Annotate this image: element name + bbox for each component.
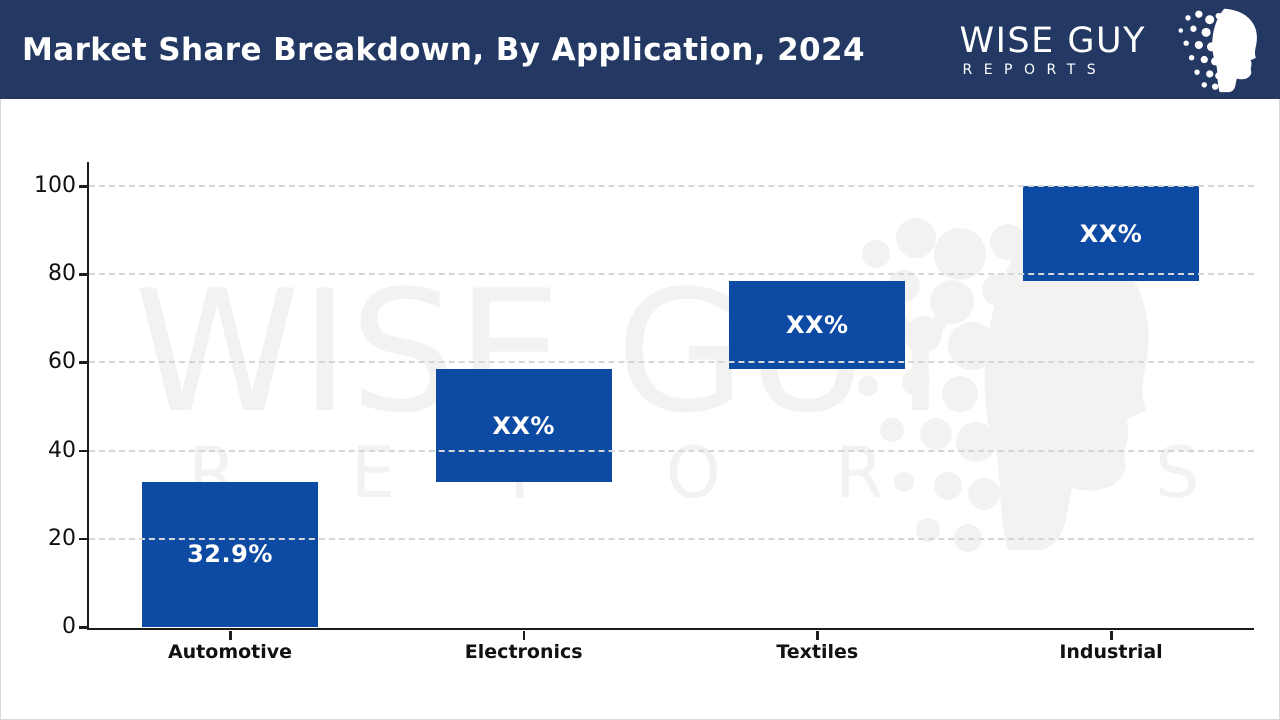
bar-textiles: XX% [729,281,906,370]
y-tick-mark [79,537,88,541]
y-tick-mark [79,361,88,364]
header-bar: Market Share Breakdown, By Application, … [0,0,1280,99]
y-tick-label: 100 [34,173,76,198]
y-axis-line [86,162,89,630]
y-tick-mark [79,449,88,453]
gridline-100 [89,185,1254,187]
y-tick-mark [79,273,88,276]
gridline-60 [89,361,1254,364]
x-tick-mark [816,631,819,640]
bar-industrial: XX% [1023,186,1199,282]
bar-value-label: XX% [786,311,849,340]
y-tick-label: 80 [48,261,76,287]
x-axis-line [86,627,1254,630]
gridline-20 [89,537,1254,540]
x-tick-label-electronics: Electronics [464,641,583,663]
x-tick-mark [522,631,526,640]
chart-title: Market Share Breakdown, By Application, … [22,31,865,68]
y-tick-mark [79,185,88,188]
y-tick-label: 20 [48,525,76,551]
logo-reports-label: REPORTS [962,61,1108,78]
y-tick-label: 40 [48,437,76,463]
bar-automotive: 32.9% [142,481,318,627]
x-tick-label-automotive: Automotive [167,641,293,663]
logo-wiseguy-label: WISE GUY [959,20,1146,61]
x-tick-mark [229,631,232,640]
bar-value-label: 32.9% [187,540,273,569]
bar-electronics: XX% [435,369,612,482]
bar-value-label: XX% [1079,219,1143,248]
y-tick-label: 0 [62,614,76,639]
y-tick-mark [79,626,88,629]
x-tick-label-industrial: Industrial [1059,641,1163,663]
y-tick-label: 60 [48,349,76,375]
x-tick-mark [1110,631,1113,640]
logo-text: WISE GUY REPORTS [959,20,1146,78]
gridline-40 [89,449,1254,452]
bar-value-label: XX% [492,411,555,440]
wise-guy-reports-logo: WISE GUY REPORTS [959,6,1266,94]
logo-head-icon [1178,8,1257,93]
x-tick-label-textiles: Textiles [776,641,859,663]
gridline-80 [89,273,1254,276]
